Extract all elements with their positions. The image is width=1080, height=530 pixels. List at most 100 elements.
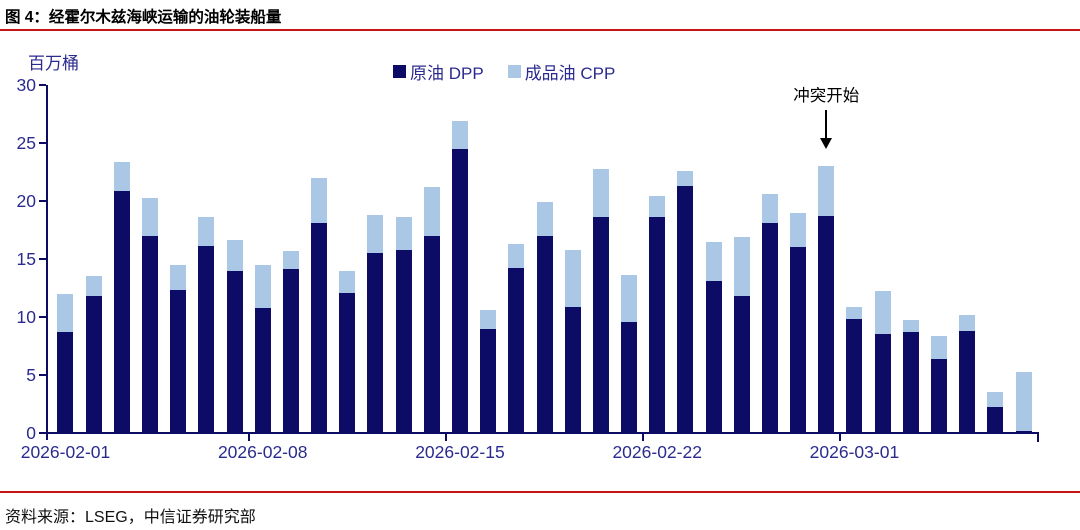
y-axis-tick: [39, 316, 46, 318]
bar-segment-dpp-2026-03-07: [1015, 430, 1032, 433]
bar-segment-cpp-2026-02-27: [790, 212, 807, 248]
bar-segment-cpp-2026-02-19: [564, 249, 581, 307]
bar-segment-dpp-2026-02-07: [226, 270, 243, 433]
bar-segment-dpp-2026-03-01: [846, 319, 863, 433]
bar-segment-cpp-2026-03-05: [959, 314, 976, 331]
y-axis-tick: [39, 258, 46, 260]
bar-segment-cpp-2026-02-01: [57, 293, 74, 333]
y-tick-label: 10: [16, 307, 36, 327]
bar-segment-dpp-2026-02-14: [423, 235, 440, 433]
y-tick-label: 25: [16, 133, 36, 153]
bar-segment-dpp-2026-02-04: [142, 235, 159, 433]
y-axis-tick: [39, 374, 46, 376]
bar-segment-dpp-2026-02-18: [536, 235, 553, 433]
bar-segment-cpp-2026-02-22: [649, 196, 666, 218]
bar-segment-dpp-2026-02-01: [57, 332, 74, 433]
y-axis-tick: [39, 432, 46, 434]
x-axis-tick: [839, 432, 842, 441]
x-tick-label: 2026-02-08: [217, 442, 308, 462]
y-tick-label: 20: [16, 191, 36, 211]
bar-segment-cpp-2026-03-02: [874, 291, 891, 335]
bar-segment-cpp-2026-02-14: [423, 187, 440, 236]
bar-segment-cpp-2026-02-23: [677, 170, 694, 186]
bar-segment-dpp-2026-02-06: [198, 246, 215, 433]
bar-segment-cpp-2026-02-21: [621, 275, 638, 322]
legend-label-dpp: 原油 DPP: [410, 64, 484, 83]
bar-segment-dpp-2026-02-20: [592, 217, 609, 433]
annotation-text: 冲突开始: [793, 87, 860, 105]
bar-segment-cpp-2026-02-12: [367, 214, 384, 254]
legend-item-cpp: 成品油 CPP: [507, 59, 616, 84]
y-axis-tick: [39, 142, 46, 144]
arrow-head: [820, 138, 833, 149]
x-tick-label: 2026-02-22: [612, 442, 702, 462]
x-tick-label: 2026-02-15: [415, 442, 505, 462]
bar-segment-dpp-2026-02-03: [113, 190, 130, 433]
bar-segment-cpp-2026-02-07: [226, 240, 243, 271]
y-tick-label: 5: [26, 365, 36, 385]
bar-segment-dpp-2026-02-28: [818, 216, 835, 433]
bar-segment-dpp-2026-02-11: [339, 292, 356, 433]
bar-segment-cpp-2026-02-20: [592, 168, 609, 218]
down-arrow-icon: [756, 110, 896, 149]
bar-segment-cpp-2026-03-04: [930, 335, 947, 359]
bar-segment-cpp-2026-02-13: [395, 217, 412, 250]
bar-segment-dpp-2026-02-05: [170, 290, 187, 433]
y-tick-label: 30: [16, 75, 36, 95]
bar-segment-cpp-2026-02-24: [705, 241, 722, 282]
bar-segment-dpp-2026-02-23: [677, 185, 694, 433]
bar-segment-cpp-2026-02-11: [339, 270, 356, 293]
bar-segment-cpp-2026-02-16: [480, 310, 497, 329]
bar-segment-cpp-2026-02-09: [282, 250, 299, 270]
y-tick-label: 15: [16, 249, 36, 269]
bar-segment-dpp-2026-02-08: [254, 307, 271, 433]
bar-segment-dpp-2026-02-12: [367, 253, 384, 433]
bar-segment-dpp-2026-02-10: [311, 223, 328, 433]
y-axis-tick: [39, 200, 46, 202]
bar-segment-dpp-2026-02-22: [649, 217, 666, 433]
bar-segment-dpp-2026-03-04: [930, 358, 947, 433]
bar-segment-dpp-2026-03-02: [874, 334, 891, 433]
arrow-shaft: [825, 110, 828, 138]
y-tick-label: 0: [26, 423, 36, 443]
bar-segment-cpp-2026-02-25: [733, 236, 750, 297]
source-note: 资料来源：LSEG，中信证券研究部: [5, 509, 256, 526]
bar-segment-dpp-2026-02-15: [451, 148, 468, 433]
bar-segment-dpp-2026-02-02: [85, 296, 102, 433]
bar-segment-dpp-2026-02-21: [621, 321, 638, 433]
y-axis-line: [46, 85, 48, 440]
bar-segment-cpp-2026-02-06: [198, 217, 215, 247]
bar-segment-dpp-2026-02-09: [282, 269, 299, 433]
x-tick-label: 2026-03-01: [809, 442, 900, 462]
y-axis-unit-label: 百万桶: [28, 54, 79, 73]
x-axis-end-tick: [1036, 432, 1039, 442]
bar-segment-cpp-2026-03-01: [846, 306, 863, 320]
bar-segment-dpp-2026-02-26: [761, 223, 778, 433]
bar-segment-cpp-2026-02-17: [508, 243, 525, 269]
footer-divider: [0, 491, 1080, 493]
bar-segment-cpp-2026-02-08: [254, 264, 271, 308]
bar-segment-dpp-2026-02-24: [705, 281, 722, 433]
bar-segment-cpp-2026-02-26: [761, 194, 778, 224]
cpp-color-swatch-icon: [507, 65, 521, 78]
bar-segment-dpp-2026-03-03: [902, 332, 919, 433]
legend-label-cpp: 成品油 CPP: [524, 64, 616, 83]
bar-segment-cpp-2026-02-05: [170, 264, 187, 291]
x-axis-tick: [247, 432, 250, 441]
bar-segment-cpp-2026-02-10: [311, 177, 328, 224]
figure-title: 图 4：经霍尔木兹海峡运输的油轮装船量: [5, 9, 282, 26]
bar-segment-dpp-2026-02-13: [395, 249, 412, 433]
bar-segment-cpp-2026-03-06: [987, 392, 1004, 408]
title-divider: [0, 29, 1080, 31]
x-axis-tick: [642, 432, 645, 441]
x-tick-label: 2026-02-01: [20, 442, 111, 462]
bar-segment-dpp-2026-02-25: [733, 296, 750, 433]
bar-segment-cpp-2026-03-07: [1015, 371, 1032, 431]
bar-segment-cpp-2026-02-28: [818, 166, 835, 217]
bar-segment-dpp-2026-03-06: [987, 407, 1004, 433]
bar-segment-cpp-2026-02-03: [113, 161, 130, 191]
x-axis-line: [46, 432, 1038, 434]
bar-segment-dpp-2026-02-17: [508, 268, 525, 433]
x-axis-tick: [444, 432, 447, 441]
